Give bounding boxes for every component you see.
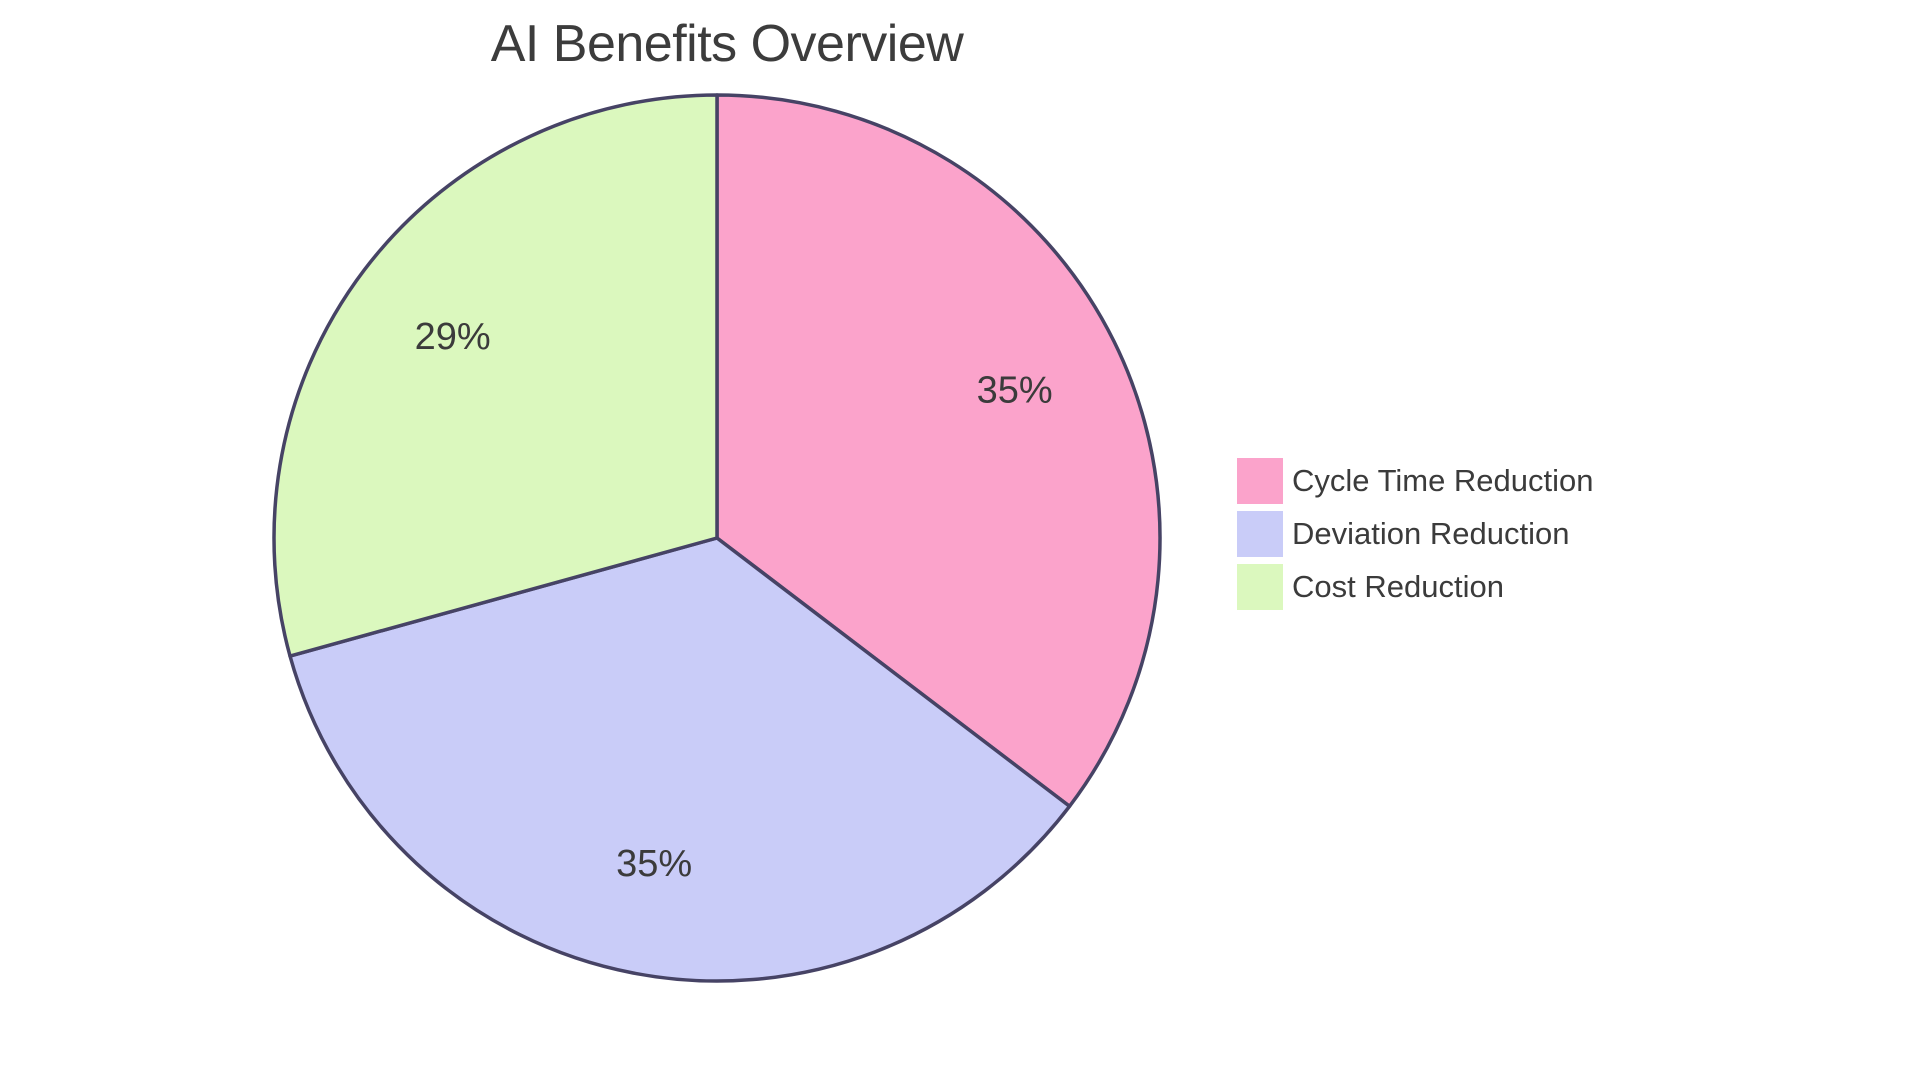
legend-swatch-cost-reduction bbox=[1237, 564, 1283, 610]
legend-swatch-deviation-reduction bbox=[1237, 511, 1283, 557]
slice-percent-label-cost-reduction: 29% bbox=[415, 316, 491, 358]
legend-item-deviation-reduction[interactable]: Deviation Reduction bbox=[1237, 511, 1594, 557]
pie-slice-cost-reduction[interactable] bbox=[272, 93, 719, 658]
legend-item-cycle-time-reduction[interactable]: Cycle Time Reduction bbox=[1237, 458, 1594, 504]
pie-slice-cycle-time-reduction[interactable] bbox=[715, 93, 1162, 809]
slice-percent-label-cycle-time-reduction: 35% bbox=[977, 370, 1053, 412]
slice-percent-label-deviation-reduction: 35% bbox=[616, 843, 692, 885]
legend-label: Deviation Reduction bbox=[1292, 516, 1570, 551]
pie-slice-deviation-reduction[interactable] bbox=[288, 536, 1072, 983]
legend-item-cost-reduction[interactable]: Cost Reduction bbox=[1237, 564, 1594, 610]
legend-label: Cycle Time Reduction bbox=[1292, 463, 1594, 498]
legend-swatch-cycle-time-reduction bbox=[1237, 458, 1283, 504]
chart-title: AI Benefits Overview bbox=[490, 15, 964, 73]
chart-legend: Cycle Time Reduction Deviation Reduction C… bbox=[1237, 458, 1594, 610]
legend-label: Cost Reduction bbox=[1292, 569, 1504, 604]
